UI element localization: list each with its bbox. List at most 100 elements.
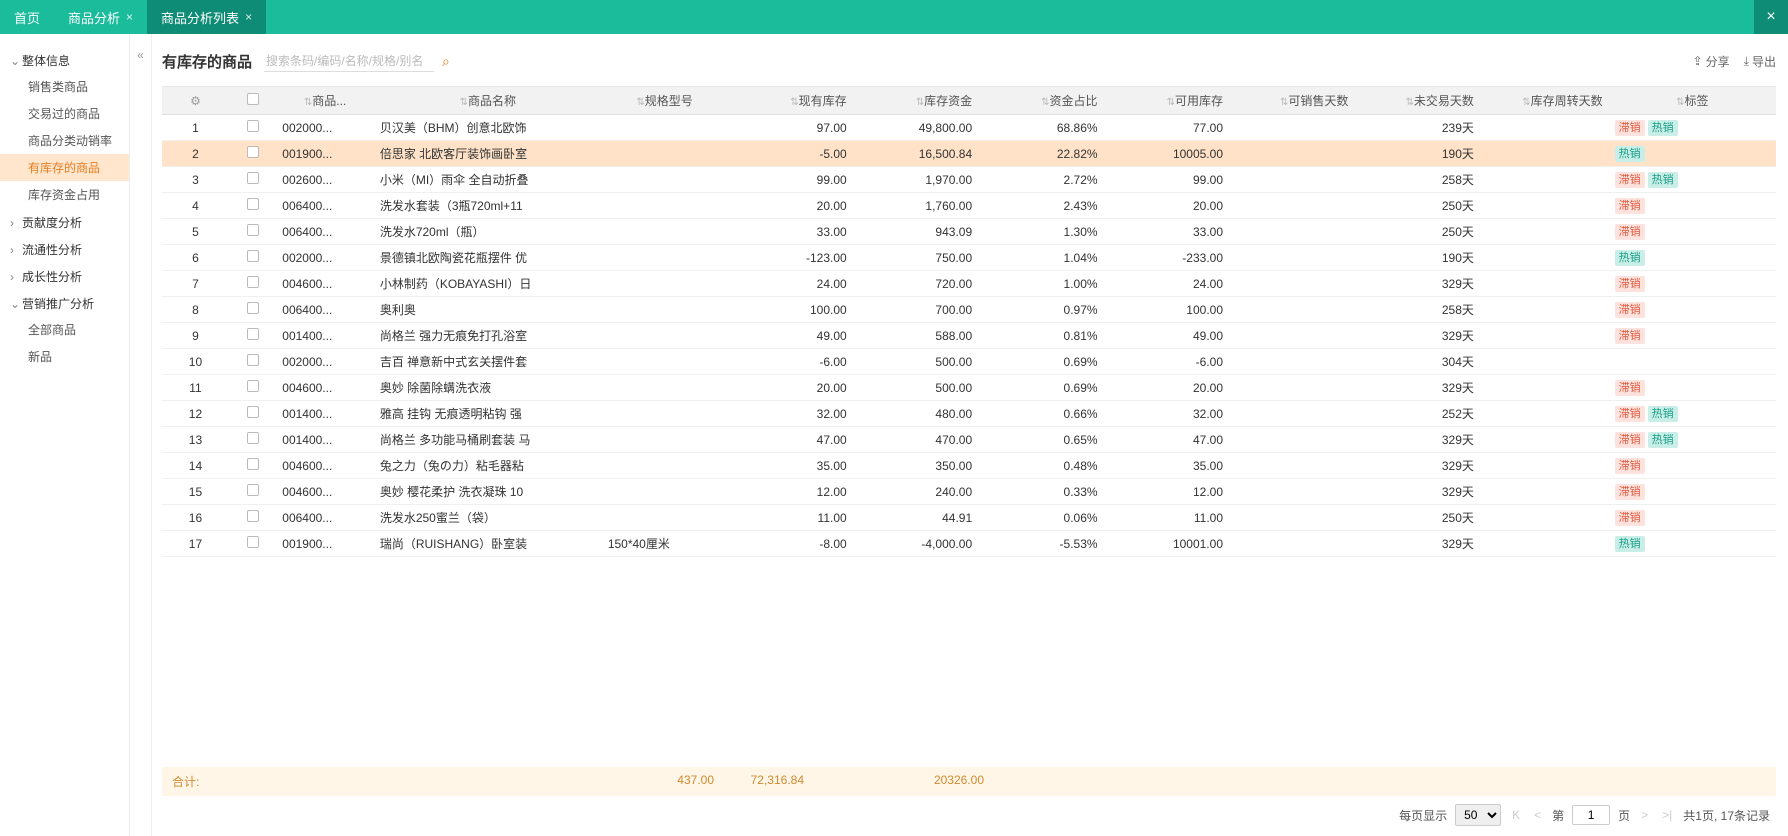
row-checkbox[interactable]	[247, 224, 259, 236]
row-checkbox[interactable]	[247, 146, 259, 158]
table-row[interactable]: 2001900...倍思家 北欧客厅装饰画卧室-5.0016,500.8422.…	[162, 141, 1776, 167]
select-all-checkbox[interactable]	[247, 93, 259, 105]
table-row[interactable]: 12001400...雅高 挂钩 无痕透明粘钩 强32.00480.000.66…	[162, 401, 1776, 427]
table-row[interactable]: 8006400...奥利奥100.00700.000.97%100.00258天…	[162, 297, 1776, 323]
sidebar-item-0-2[interactable]: 商品分类动销率	[0, 127, 129, 154]
sidebar-item-4-1[interactable]: 新品	[0, 343, 129, 370]
row-checkbox[interactable]	[247, 276, 259, 288]
tab-0[interactable]: 首页	[0, 0, 54, 34]
cell: 49,800.00	[853, 115, 978, 141]
sidebar-group-3[interactable]: ›成长性分析	[0, 262, 129, 289]
row-checkbox[interactable]	[247, 406, 259, 418]
col-header-0[interactable]: ⚙	[162, 87, 229, 115]
cell: 258天	[1354, 297, 1479, 323]
collapse-sidebar-button[interactable]: «	[133, 48, 149, 64]
table-row[interactable]: 6002000...景德镇北欧陶瓷花瓶摆件 优-123.00750.001.04…	[162, 245, 1776, 271]
cell: 瑞尚（RUISHANG）卧室装	[374, 531, 602, 557]
table-row[interactable]: 15004600...奥妙 樱花柔护 洗衣凝珠 1012.00240.000.3…	[162, 479, 1776, 505]
gear-icon[interactable]: ⚙	[190, 94, 201, 108]
col-header-4[interactable]: ⇅规格型号	[602, 87, 727, 115]
row-checkbox[interactable]	[247, 510, 259, 522]
cell	[602, 323, 727, 349]
sidebar-item-4-0[interactable]: 全部商品	[0, 316, 129, 343]
table-row[interactable]: 17001900...瑞尚（RUISHANG）卧室装150*40厘米-8.00-…	[162, 531, 1776, 557]
table-row[interactable]: 9001400...尚格兰 强力无痕免打孔浴室49.00588.000.81%4…	[162, 323, 1776, 349]
col-header-7[interactable]: ⇅资金占比	[978, 87, 1103, 115]
row-checkbox[interactable]	[247, 458, 259, 470]
row-checkbox[interactable]	[247, 432, 259, 444]
table-row[interactable]: 1002000...贝汉美（BHM）创意北欧饰97.0049,800.0068.…	[162, 115, 1776, 141]
cell: 32.00	[727, 401, 852, 427]
col-header-12[interactable]: ⇅标签	[1609, 87, 1776, 115]
tab-1[interactable]: 商品分析×	[54, 0, 147, 34]
col-header-10[interactable]: ⇅未交易天数	[1354, 87, 1479, 115]
cell: 22.82%	[978, 141, 1103, 167]
search-input[interactable]	[264, 51, 434, 72]
row-checkbox[interactable]	[247, 250, 259, 262]
row-checkbox[interactable]	[247, 198, 259, 210]
sidebar-item-0-3[interactable]: 有库存的商品	[0, 154, 129, 181]
col-header-1[interactable]	[229, 87, 276, 115]
cell: 49.00	[727, 323, 852, 349]
tab-2[interactable]: 商品分析列表×	[147, 0, 266, 34]
cell-tags	[1609, 349, 1776, 375]
search-icon[interactable]: ⌕	[442, 53, 450, 70]
row-checkbox[interactable]	[247, 380, 259, 392]
sidebar-group-4[interactable]: ⌄营销推广分析	[0, 289, 129, 316]
cell	[1480, 141, 1609, 167]
table-row[interactable]: 13001400...尚格兰 多功能马桶刷套装 马47.00470.000.65…	[162, 427, 1776, 453]
first-page-button[interactable]: K	[1509, 808, 1523, 822]
table-row[interactable]: 4006400...洗发水套装（3瓶720ml+1120.001,760.002…	[162, 193, 1776, 219]
close-icon[interactable]: ×	[126, 10, 133, 24]
table-row[interactable]: 3002600...小米（MI）雨伞 全自动折叠99.001,970.002.7…	[162, 167, 1776, 193]
row-checkbox[interactable]	[247, 120, 259, 132]
row-checkbox[interactable]	[247, 328, 259, 340]
table-row[interactable]: 5006400...洗发水720ml（瓶）33.00943.091.30%33.…	[162, 219, 1776, 245]
sidebar-item-0-1[interactable]: 交易过的商品	[0, 100, 129, 127]
sidebar-item-0-4[interactable]: 库存资金占用	[0, 181, 129, 208]
cell: 100.00	[727, 297, 852, 323]
cell: 4	[162, 193, 229, 219]
sidebar-group-label: 流通性分析	[22, 241, 82, 258]
close-all-tabs-button[interactable]: ×	[1754, 0, 1788, 34]
col-header-5[interactable]: ⇅现有库存	[727, 87, 852, 115]
table-row[interactable]: 16006400...洗发水250蜜兰（袋）11.0044.910.06%11.…	[162, 505, 1776, 531]
table-row[interactable]: 14004600...兔之力（兔の力）粘毛器粘35.00350.000.48%3…	[162, 453, 1776, 479]
sidebar-item-0-0[interactable]: 销售类商品	[0, 73, 129, 100]
row-checkbox[interactable]	[247, 536, 259, 548]
last-page-button[interactable]: >|	[1659, 808, 1675, 822]
row-checkbox[interactable]	[247, 172, 259, 184]
sidebar-group-2[interactable]: ›流通性分析	[0, 235, 129, 262]
close-icon[interactable]: ×	[245, 10, 252, 24]
cell: 239天	[1354, 115, 1479, 141]
per-page-select[interactable]: 50	[1455, 804, 1501, 826]
table-row[interactable]: 10002000...吉百 禅意新中式玄关摆件套-6.00500.000.69%…	[162, 349, 1776, 375]
next-page-button[interactable]: >	[1638, 808, 1651, 822]
cell: 15	[162, 479, 229, 505]
cell: 240.00	[853, 479, 978, 505]
table-row[interactable]: 11004600...奥妙 除菌除螨洗衣液20.00500.000.69%20.…	[162, 375, 1776, 401]
row-checkbox[interactable]	[247, 302, 259, 314]
col-header-6[interactable]: ⇅库存资金	[853, 87, 978, 115]
col-header-3[interactable]: ⇅商品名称	[374, 87, 602, 115]
cell	[1229, 219, 1354, 245]
sidebar-group-1[interactable]: ›贡献度分析	[0, 208, 129, 235]
cell	[229, 427, 276, 453]
cell: 750.00	[853, 245, 978, 271]
share-button[interactable]: ⇪分享	[1693, 53, 1730, 70]
row-checkbox[interactable]	[247, 484, 259, 496]
cell	[229, 375, 276, 401]
col-header-8[interactable]: ⇅可用库存	[1104, 87, 1229, 115]
page-input[interactable]	[1572, 805, 1610, 825]
table-row[interactable]: 7004600...小林制药（KOBAYASHI）日24.00720.001.0…	[162, 271, 1776, 297]
row-checkbox[interactable]	[247, 354, 259, 366]
col-header-9[interactable]: ⇅可销售天数	[1229, 87, 1354, 115]
col-header-11[interactable]: ⇅库存周转天数	[1480, 87, 1609, 115]
prev-page-button[interactable]: <	[1531, 808, 1544, 822]
export-button[interactable]: ⤓导出	[1744, 53, 1776, 70]
tag-hot: 热销	[1615, 536, 1645, 552]
cell: 3	[162, 167, 229, 193]
sidebar-group-0[interactable]: ⌄整体信息	[0, 46, 129, 73]
chevron-right-icon: ›	[10, 216, 22, 230]
col-header-2[interactable]: ⇅商品...	[276, 87, 374, 115]
